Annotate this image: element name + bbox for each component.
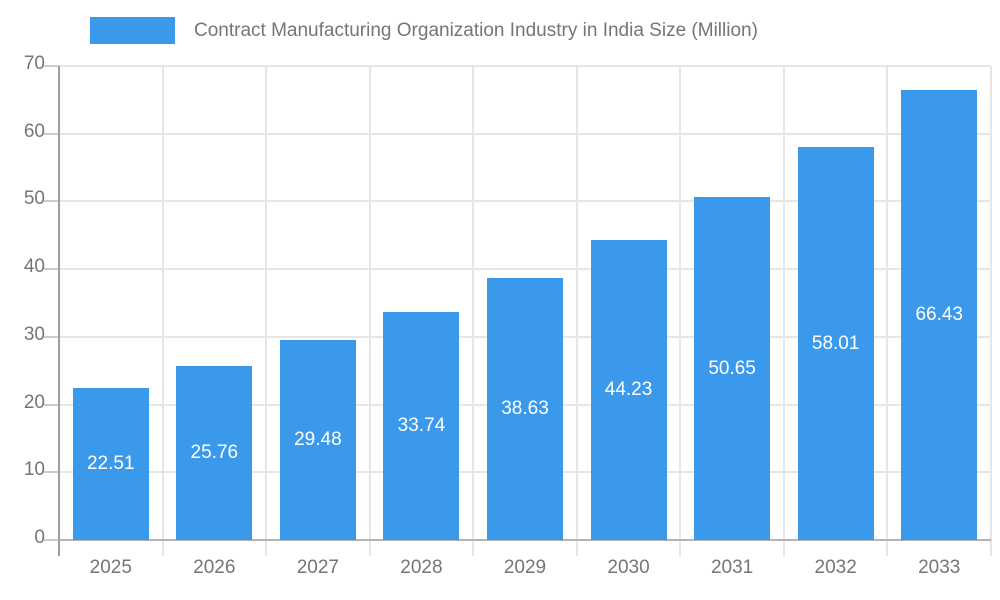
x-tick-label: 2027 [296, 557, 340, 578]
y-gridline [59, 268, 991, 271]
y-tick-mark [44, 132, 59, 135]
bar-value-label: 25.76 [190, 441, 239, 463]
x-gridline [472, 66, 475, 540]
x-tick-mark [575, 540, 578, 556]
x-gridline [575, 66, 578, 540]
x-gridline [782, 66, 785, 540]
y-tick-mark [44, 268, 59, 271]
x-tick-label: 2033 [918, 557, 961, 578]
y-tick-mark [44, 471, 59, 474]
y-tick-label: 60 [23, 120, 45, 142]
y-tick-mark [44, 539, 59, 541]
bar-2029: 38.63 [487, 278, 563, 540]
y-gridline [59, 132, 991, 135]
y-tick-label: 10 [23, 459, 45, 481]
bar-value-label: 22.51 [86, 452, 135, 474]
bar-2027: 29.48 [279, 340, 356, 540]
x-gridline [886, 66, 889, 540]
bar-2033: 66.43 [901, 90, 978, 540]
x-tick-mark [782, 540, 785, 556]
x-axis-baseline [59, 539, 991, 541]
bar-value-label: 66.43 [915, 304, 963, 326]
y-tick-label: 40 [23, 256, 45, 278]
y-gridline [59, 200, 991, 203]
x-tick-label: 2029 [503, 557, 547, 578]
bar-2032: 58.01 [797, 147, 874, 540]
y-tick-mark [44, 403, 59, 406]
x-tick-label: 2025 [89, 557, 132, 578]
chart-legend: Contract Manufacturing Organization Indu… [90, 17, 758, 44]
x-gridline [990, 66, 992, 540]
y-tick-mark [44, 65, 59, 67]
bar-2028: 33.74 [383, 311, 460, 540]
x-gridline [265, 66, 268, 540]
x-tick-mark [990, 540, 992, 556]
x-tick-label: 2031 [710, 557, 754, 578]
y-tick-mark [44, 335, 59, 338]
x-gridline [368, 66, 371, 540]
bar-2031: 50.65 [694, 197, 771, 540]
y-tick-mark [44, 200, 59, 203]
y-tick-label: 50 [23, 188, 45, 210]
bar-2026: 25.76 [176, 365, 253, 540]
x-tick-label: 2028 [400, 557, 443, 578]
bar-value-label: 38.63 [501, 398, 549, 420]
bar-value-label: 44.23 [604, 379, 653, 401]
y-axis-line [58, 66, 60, 556]
x-tick-mark [161, 540, 164, 556]
x-gridline [161, 66, 164, 540]
x-tick-mark [368, 540, 371, 556]
x-tick-label: 2026 [193, 557, 236, 578]
chart-title: Contract Manufacturing Organization Indu… [194, 19, 758, 41]
x-tick-mark [886, 540, 889, 556]
x-tick-mark [679, 540, 682, 556]
bar-2030: 44.23 [590, 240, 667, 540]
y-gridline [59, 65, 991, 67]
y-tick-label: 30 [23, 323, 45, 345]
y-tick-label: 20 [23, 391, 45, 413]
y-tick-label: 70 [23, 53, 45, 74]
bar-value-label: 58.01 [811, 332, 860, 354]
bar-2025: 22.51 [72, 387, 149, 540]
x-gridline [679, 66, 682, 540]
x-tick-label: 2030 [607, 557, 650, 578]
x-tick-mark [265, 540, 268, 556]
bar-value-label: 33.74 [397, 414, 446, 436]
x-tick-label: 2032 [814, 557, 857, 578]
x-tick-mark [472, 540, 475, 556]
bar-value-label: 29.48 [294, 429, 342, 451]
y-tick-label: 0 [34, 527, 45, 548]
legend-swatch [90, 17, 175, 44]
bar-value-label: 50.65 [708, 357, 756, 379]
